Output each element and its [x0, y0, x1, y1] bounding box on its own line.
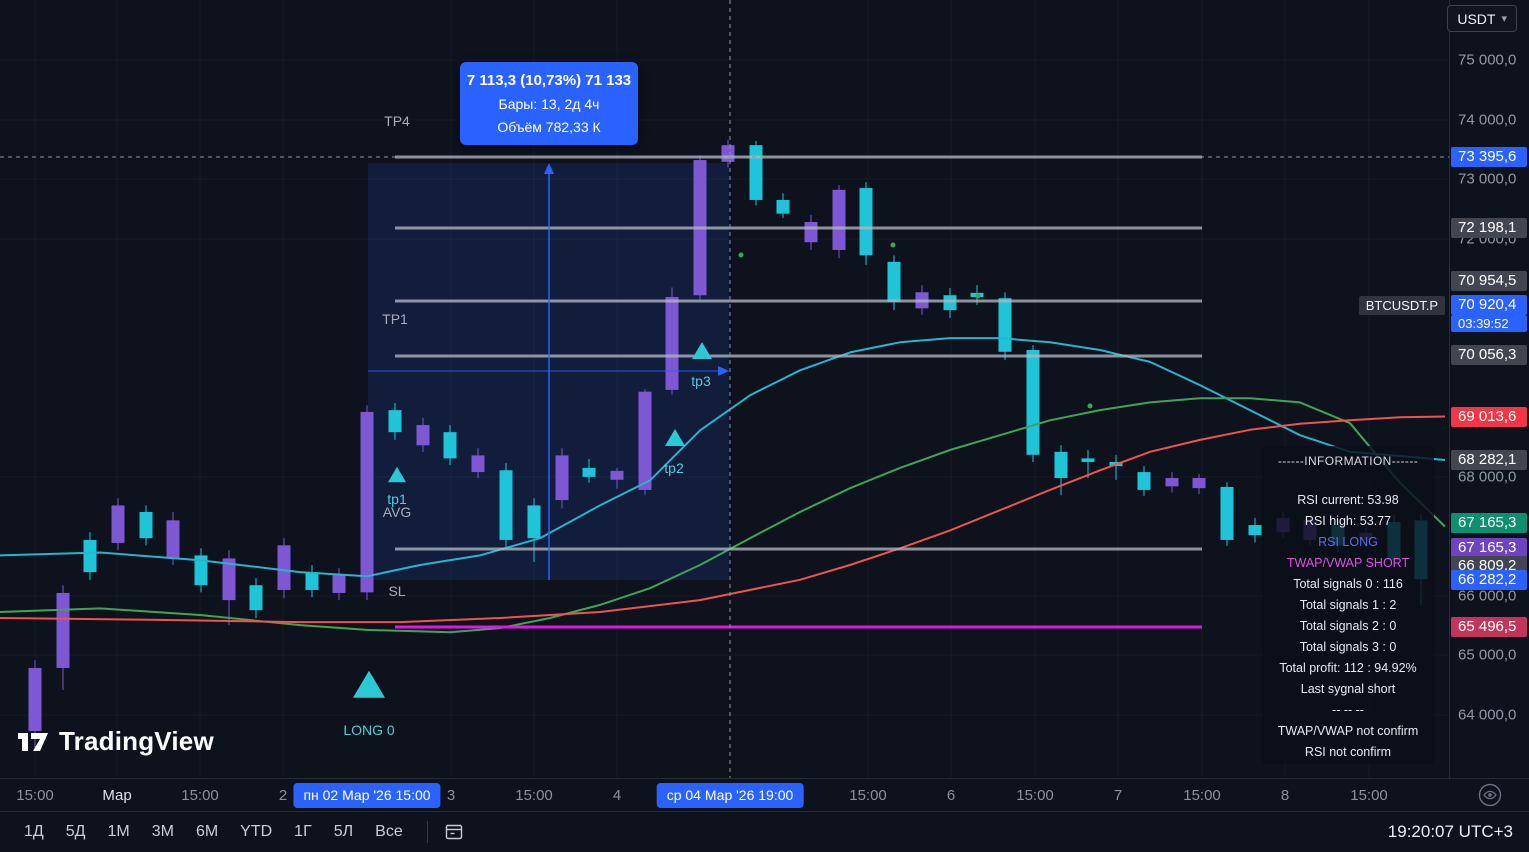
time-axis-tick: 15:00 — [16, 787, 54, 804]
time-axis-tick: 15:00 — [1183, 787, 1221, 804]
price-axis-label: 73 000,0 — [1458, 170, 1517, 188]
time-axis-tick: 3 — [446, 787, 456, 804]
range-button[interactable]: 5Д — [65, 823, 86, 840]
eye-icon[interactable] — [1478, 783, 1502, 812]
range-button[interactable]: YTD — [240, 823, 273, 840]
signal-dot — [1087, 403, 1093, 409]
information-panel-rows: RSI current: 53.98 RSI high: 53.77 RSI LON… — [1262, 490, 1434, 763]
info-panel-row: RSI not confirm — [1304, 745, 1392, 759]
tradingview-logo-text: TradingView — [59, 726, 214, 756]
bar-countdown-badge: 03:39:52 — [1451, 314, 1527, 332]
long-triangle-marker[interactable] — [665, 429, 685, 446]
info-panel-row: TWAP/VWAP not confirm — [1277, 724, 1419, 738]
signal-markers — [353, 242, 1093, 698]
measure-tooltip: 7 113,3 (10,73%) 71 133 Бары: 13, 2д 4ч … — [460, 62, 638, 145]
long-triangle-marker[interactable] — [692, 342, 712, 359]
measure-bars-text: Бары: 13, 2д 4ч — [498, 96, 600, 112]
last-price-badge: 66 282,2 — [1451, 570, 1527, 590]
info-panel-row: Total profit: 112 : 94.92% — [1279, 661, 1417, 675]
time-axis-tick: 15:00 — [1016, 787, 1054, 804]
long-triangle-marker[interactable] — [353, 670, 385, 698]
info-panel-row: RSI high: 53.77 — [1304, 514, 1392, 528]
range-button[interactable]: 1М — [107, 823, 130, 840]
ma-baseline-line — [0, 415, 1446, 624]
range-button[interactable]: 5Л — [333, 823, 354, 840]
time-axis-tick: 15:00 — [849, 787, 887, 804]
price-axis[interactable]: USDT ▾ 75 000,0 74 000,0 73 000,0 72 000,0 6… — [1447, 0, 1529, 778]
tradingview-logo-icon — [18, 732, 48, 751]
magenta-line-price-badge: 65 496,5 — [1451, 617, 1527, 637]
info-panel-row: Total signals 0 : 116 — [1293, 577, 1403, 591]
clock[interactable]: 19:20:07 UTC+3 — [1387, 822, 1513, 841]
information-panel: ------INFORMATION------ RSI current: 53.… — [1262, 446, 1434, 764]
range-selector: 1Д 5Д 1М 3М 6М YTD 1Г 5Л Все — [16, 819, 411, 845]
info-panel-row: Total signals 1 : 2 — [1299, 598, 1397, 612]
range-button[interactable]: 3М — [151, 823, 174, 840]
symbol-price-badge: 70 920,4 — [1451, 295, 1527, 315]
level-price-badge: 70 056,3 — [1451, 345, 1527, 365]
time-axis-tick: 4 — [612, 787, 622, 804]
signal-dot — [890, 242, 896, 248]
ma-cyan-price-badge: 68 282,1 — [1451, 450, 1527, 470]
range-button[interactable]: 6М — [195, 823, 219, 840]
symbol-label: BTCUSDT.P — [1358, 296, 1445, 315]
currency-dropdown[interactable]: USDT ▾ — [1447, 5, 1517, 32]
ma-green-price-badge: 67 165,3 — [1451, 513, 1527, 533]
ma-red-price-badge: 69 013,6 — [1451, 407, 1527, 427]
bottom-toolbar: 1Д 5Д 1М 3М 6М YTD 1Г 5Л Все 19:20:07 UTC+3 — [0, 811, 1529, 852]
price-axis-label: 74 000,0 — [1458, 111, 1517, 129]
ma-slow-line — [0, 397, 1446, 634]
info-panel-row: Total signals 3 : 0 — [1299, 640, 1397, 654]
price-axis-label: 75 000,0 — [1458, 51, 1517, 69]
chart-pane[interactable]: TP4 TP1 AVG SL tp1 tp2 tp3 LONG 0 7 113,3 (10,7… — [0, 0, 1449, 778]
signal-dot — [975, 293, 981, 299]
info-panel-row: TWAP/VWAP SHORT — [1286, 556, 1410, 570]
candlestick-chart[interactable] — [0, 0, 1449, 778]
price-axis-label: 64 000,0 — [1458, 706, 1517, 724]
price-axis-label: 68 000,0 — [1458, 468, 1517, 486]
crosshair-price-badge: 73 395,6 — [1451, 147, 1527, 167]
info-panel-row: RSI LONG — [1318, 535, 1378, 549]
information-panel-title: ------INFORMATION------ — [1277, 454, 1419, 468]
price-axis-label: 65 000,0 — [1458, 646, 1517, 664]
vwap-price-badge: 67 165,3 — [1451, 538, 1527, 558]
range-button[interactable]: 1Д — [24, 823, 44, 840]
time-axis-tick: 6 — [946, 787, 956, 804]
price-axis-label: 66 000,0 — [1458, 587, 1517, 605]
info-panel-row: Total signals 2 : 0 — [1299, 619, 1397, 633]
time-axis-tick: Мар — [102, 787, 132, 804]
range-button[interactable]: 1Г — [294, 823, 312, 840]
go-to-date-icon[interactable] — [444, 822, 464, 842]
level-price-badge: 72 198,1 — [1451, 218, 1527, 238]
toolbar-divider — [426, 821, 428, 843]
time-axis-tick: 8 — [1280, 787, 1290, 804]
ma-fast-line — [0, 337, 1446, 578]
time-axis[interactable]: 15:00 Мар 15:00 2 3 15:00 4 15:00 6 15:00 7 15:00 8 1… — [0, 778, 1529, 811]
chevron-down-icon: ▾ — [1501, 13, 1507, 25]
currency-dropdown-label: USDT — [1457, 10, 1496, 27]
time-axis-badge: ср 04 Мар '26 19:00 — [656, 783, 804, 808]
measure-volume-text: Объём 782,33 К — [497, 119, 601, 135]
measure-change-text: 7 113,3 (10,73%) 71 133 — [466, 72, 632, 89]
time-axis-tick: 7 — [1113, 787, 1123, 804]
signal-dot — [738, 252, 744, 258]
info-panel-row: -- -- -- — [1332, 703, 1364, 717]
time-axis-tick: 15:00 — [1350, 787, 1388, 804]
info-panel-row: Last sygnal short — [1300, 682, 1396, 696]
time-axis-tick: 15:00 — [181, 787, 219, 804]
level-price-badge: 70 954,5 — [1451, 271, 1527, 291]
time-axis-tick: 15:00 — [515, 787, 553, 804]
time-axis-badge: пн 02 Мар '26 15:00 — [293, 783, 441, 808]
time-axis-tick: 2 — [278, 787, 288, 804]
info-panel-row: RSI current: 53.98 — [1297, 493, 1399, 507]
range-button[interactable]: Все — [375, 823, 403, 840]
tradingview-logo[interactable]: TradingView — [16, 726, 214, 757]
long-triangle-marker[interactable] — [388, 466, 406, 483]
